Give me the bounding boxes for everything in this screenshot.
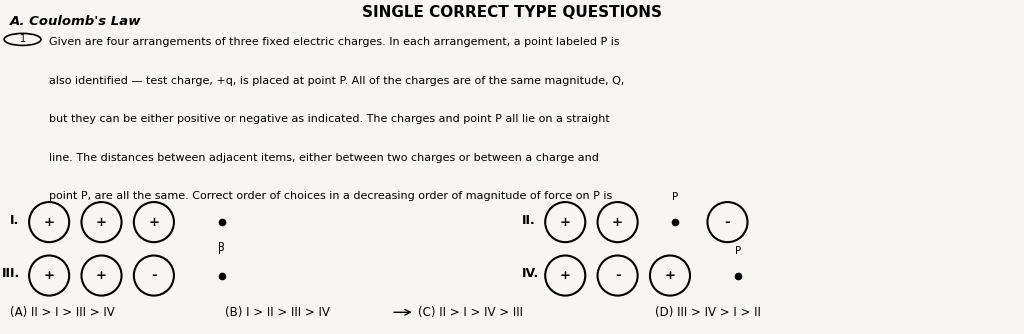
Text: -: -: [725, 216, 730, 228]
Text: -: -: [614, 269, 621, 282]
Text: +: +: [665, 269, 676, 282]
Text: +: +: [44, 216, 54, 228]
Text: III.: III.: [2, 268, 20, 280]
Text: but they can be either positive or negative as indicated. The charges and point : but they can be either positive or negat…: [49, 114, 610, 124]
Text: (A) II > I > III > IV: (A) II > I > III > IV: [10, 306, 115, 319]
Text: also identified — test charge, +q, is placed at point P. All of the charges are : also identified — test charge, +q, is pl…: [49, 76, 625, 86]
Text: SINGLE CORRECT TYPE QUESTIONS: SINGLE CORRECT TYPE QUESTIONS: [362, 5, 662, 20]
Text: line. The distances between adjacent items, either between two charges or betwee: line. The distances between adjacent ite…: [49, 153, 599, 163]
Text: +: +: [44, 269, 54, 282]
Text: P: P: [672, 192, 678, 202]
Text: point P, are all the same. Correct order of choices in a decreasing order of mag: point P, are all the same. Correct order…: [49, 191, 612, 201]
Text: +: +: [96, 216, 108, 228]
Text: Given are four arrangements of three fixed electric charges. In each arrangement: Given are four arrangements of three fix…: [49, 37, 620, 47]
Text: +: +: [96, 269, 108, 282]
Text: P: P: [218, 245, 224, 256]
Text: P: P: [734, 245, 740, 256]
Text: 1: 1: [19, 34, 26, 44]
Text: (B) I > II > III > IV: (B) I > II > III > IV: [225, 306, 330, 319]
Text: I.: I.: [10, 214, 19, 227]
Text: (D) III > IV > I > II: (D) III > IV > I > II: [655, 306, 761, 319]
Text: +: +: [148, 216, 160, 228]
Text: IV.: IV.: [522, 268, 540, 280]
Text: (C) II > I > IV > III: (C) II > I > IV > III: [418, 306, 523, 319]
Text: +: +: [560, 216, 570, 228]
Text: +: +: [612, 216, 624, 228]
Text: A. Coulomb's Law: A. Coulomb's Law: [10, 15, 141, 28]
Text: +: +: [560, 269, 570, 282]
Text: -: -: [152, 269, 157, 282]
Text: II.: II.: [522, 214, 536, 227]
Text: P: P: [218, 242, 224, 252]
